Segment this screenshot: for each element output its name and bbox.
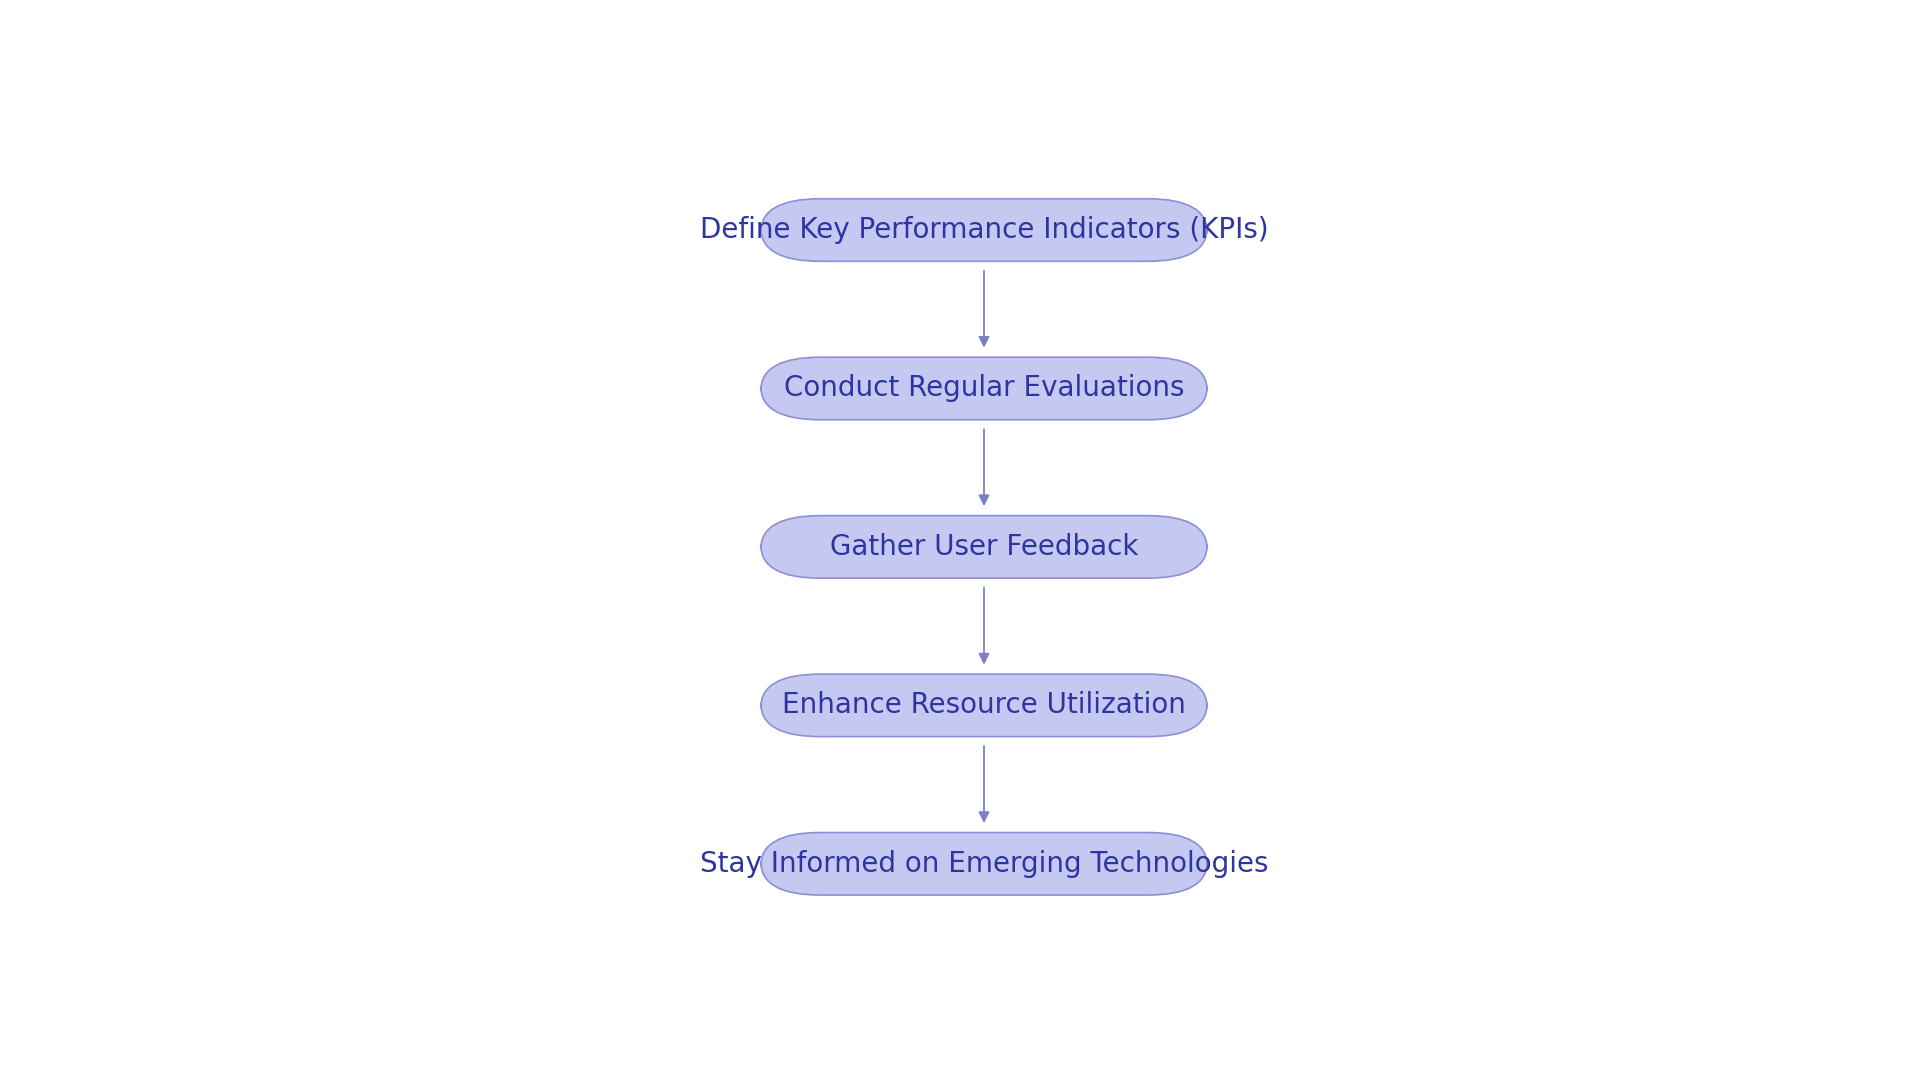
FancyBboxPatch shape — [760, 833, 1208, 895]
FancyBboxPatch shape — [760, 357, 1208, 420]
Text: Define Key Performance Indicators (KPIs): Define Key Performance Indicators (KPIs) — [699, 216, 1269, 244]
FancyBboxPatch shape — [760, 674, 1208, 736]
Text: Stay Informed on Emerging Technologies: Stay Informed on Emerging Technologies — [699, 850, 1269, 878]
FancyBboxPatch shape — [760, 516, 1208, 578]
Text: Gather User Feedback: Gather User Feedback — [829, 533, 1139, 561]
Text: Enhance Resource Utilization: Enhance Resource Utilization — [781, 691, 1187, 719]
Text: Conduct Regular Evaluations: Conduct Regular Evaluations — [783, 375, 1185, 403]
FancyBboxPatch shape — [760, 199, 1208, 261]
